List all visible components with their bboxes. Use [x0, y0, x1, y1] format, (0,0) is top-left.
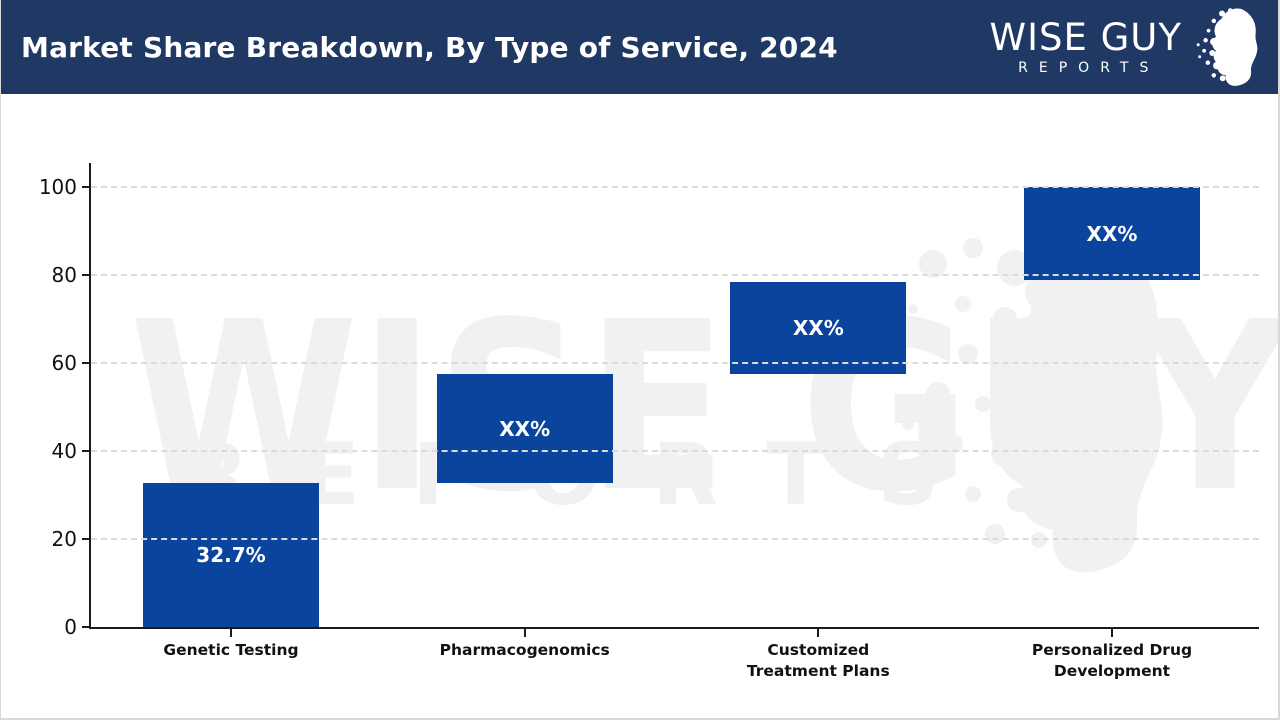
y-tick-mark-100	[82, 186, 89, 188]
logo-text: WISE GUY REPORTS	[989, 16, 1182, 76]
y-tick-label-20: 20	[51, 527, 77, 551]
y-tick-mark-80	[82, 274, 89, 276]
bar-customized-treatment-plans	[730, 282, 907, 375]
gridline-100	[91, 186, 1259, 188]
x-category-label-line: Pharmacogenomics	[439, 641, 610, 659]
y-tick-label-0: 0	[64, 615, 77, 639]
page-title: Market Share Breakdown, By Type of Servi…	[21, 30, 838, 64]
y-tick-mark-60	[82, 362, 89, 364]
gridline-20	[91, 538, 1259, 540]
y-tick-mark-40	[82, 450, 89, 452]
y-axis	[89, 163, 91, 629]
y-tick-label-40: 40	[51, 439, 77, 463]
bar-genetic-testing	[143, 483, 319, 627]
x-category-label-line: Development	[1053, 662, 1171, 680]
wiseguy-logo: WISE GUY REPORTS	[990, 6, 1264, 88]
x-category-label-customized-treatment-plans: Customized Treatment Plans	[747, 640, 890, 682]
x-category-label-pharmacogenomics: Pharmacogenomics	[440, 640, 610, 661]
gridline-60	[91, 362, 1259, 364]
gridline-80	[91, 274, 1259, 276]
gridline-40	[91, 450, 1259, 452]
logo-head-icon	[1196, 8, 1258, 86]
y-tick-label-60: 60	[51, 351, 77, 375]
y-tick-mark-0	[82, 626, 89, 628]
bar-value-label: 32.7%	[196, 543, 266, 568]
x-category-label-line: Customized	[767, 641, 870, 659]
x-category-label-line: Treatment Plans	[746, 662, 890, 680]
bar-value-label: XX%	[792, 316, 844, 341]
bar-value-label: XX%	[1086, 221, 1138, 246]
x-category-label-personalized-drug-development: Personalized Drug Development	[1032, 640, 1192, 682]
x-tick-mark	[817, 629, 820, 637]
x-tick-mark	[1111, 629, 1113, 637]
x-category-label-genetic-testing: Genetic Testing	[163, 640, 298, 661]
x-category-label-line: Personalized Drug	[1031, 641, 1193, 659]
x-tick-mark	[230, 629, 232, 637]
x-tick-mark	[523, 629, 526, 637]
y-tick-mark-20	[82, 538, 89, 540]
y-tick-label-80: 80	[51, 263, 77, 287]
bar-value-label: XX%	[499, 416, 551, 441]
x-category-label-line: Genetic Testing	[163, 641, 299, 659]
y-tick-label-100: 100	[38, 175, 77, 199]
x-axis	[89, 627, 1259, 629]
bar-personalized-drug-development	[1024, 187, 1200, 281]
logo-wordmark: WISE GUY	[989, 16, 1182, 60]
logo-subtext: REPORTS	[1018, 59, 1160, 76]
bar-pharmacogenomics	[436, 374, 613, 484]
header-banner: Market Share Breakdown, By Type of Servi…	[1, 0, 1278, 94]
